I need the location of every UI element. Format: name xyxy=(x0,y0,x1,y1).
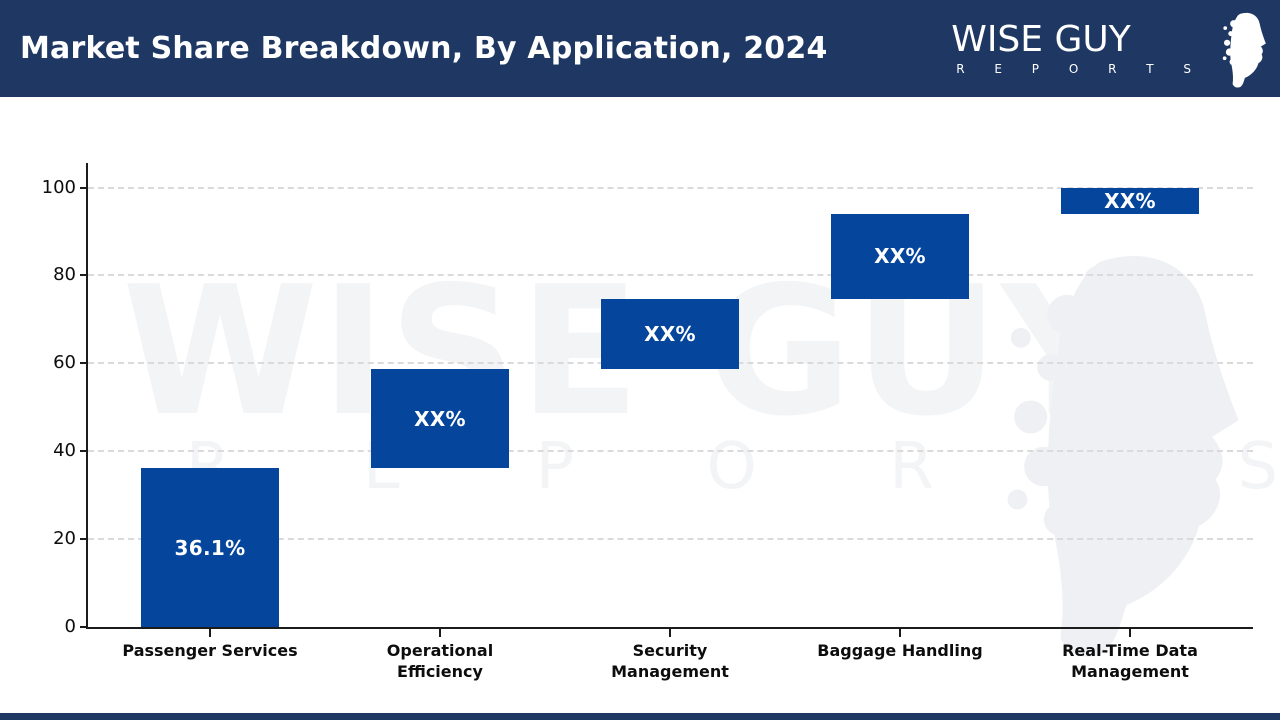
bar: XX% xyxy=(601,298,739,369)
y-tick xyxy=(80,274,88,277)
x-tick xyxy=(899,629,901,637)
footer-bar xyxy=(0,713,1280,720)
category-label: Baggage Handling xyxy=(817,641,983,660)
y-tick-label: 60 xyxy=(53,352,76,374)
bar: XX% xyxy=(371,369,509,469)
y-tick-label: 40 xyxy=(53,440,76,462)
bar: XX% xyxy=(831,213,969,299)
waterfall-chart: WISE GUY R E P O R T S 0 20 40 60 80 100 36.1%… xyxy=(0,97,1280,713)
y-tick-label: 20 xyxy=(53,528,76,550)
category-label: Real-Time Data Management xyxy=(1062,641,1198,681)
y-tick-label: 0 xyxy=(64,616,76,637)
bar: 36.1% xyxy=(141,468,279,627)
header-bar: Market Share Breakdown, By Application, … xyxy=(0,0,1280,97)
bar-value-label: 36.1% xyxy=(174,535,246,560)
gridline xyxy=(88,186,1253,189)
logo-wordmark: WISE GUY xyxy=(951,19,1131,60)
y-tick xyxy=(80,362,88,365)
y-tick xyxy=(80,626,88,628)
bar-value-label: XX% xyxy=(1104,188,1156,213)
category-label: Operational Efficiency xyxy=(386,641,494,681)
bar-value-label: XX% xyxy=(874,244,926,269)
watermark-subtitle: R E P O R T S xyxy=(186,430,1280,504)
page-title: Market Share Breakdown, By Application, … xyxy=(20,31,828,66)
y-tick xyxy=(80,538,88,541)
x-tick xyxy=(669,629,671,637)
bar-value-label: XX% xyxy=(644,321,696,346)
wise-guy-logo: WISE GUY R E P O R T S xyxy=(951,9,1280,89)
category-label: Passenger Services xyxy=(122,641,298,660)
x-tick xyxy=(209,629,211,637)
y-tick-label: 100 xyxy=(41,176,76,198)
y-tick-label: 80 xyxy=(53,264,76,286)
logo-subtitle: R E P O R T S xyxy=(956,62,1204,76)
gridline xyxy=(88,538,1253,541)
category-label: Security Management xyxy=(611,641,729,681)
x-axis-line xyxy=(86,627,1253,629)
logo-head-icon xyxy=(1208,9,1272,89)
y-axis-line xyxy=(86,163,88,629)
gridline xyxy=(88,274,1253,277)
bar: XX% xyxy=(1061,187,1199,214)
x-tick xyxy=(1129,629,1131,637)
bar-value-label: XX% xyxy=(414,406,466,431)
y-tick xyxy=(80,450,88,453)
gridline xyxy=(88,450,1253,453)
y-tick xyxy=(80,186,88,189)
x-tick xyxy=(439,629,441,637)
